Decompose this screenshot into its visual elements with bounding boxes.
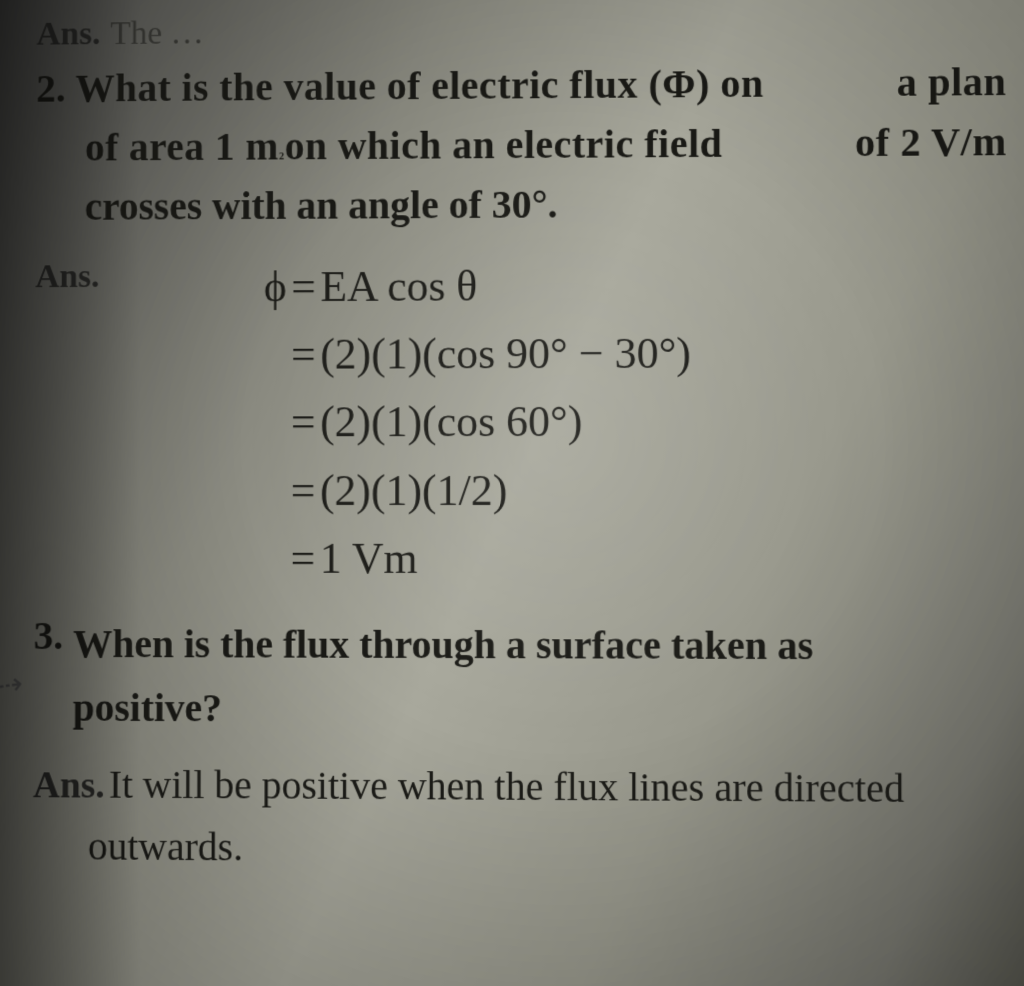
ans3-line-2: outwards. (32, 815, 1009, 883)
q3-body: When is the flux through a surface taken… (73, 612, 1009, 743)
eq-sign: = (286, 457, 320, 525)
q3-line-1: When is the flux through a surface taken… (73, 612, 1009, 679)
eq-sign: = (286, 525, 320, 593)
ans3-line-1: It will be positive when the flux lines … (109, 762, 905, 811)
eq-lhs: ϕ (227, 253, 287, 321)
eq-row-4: =(2)(1)(1/2) (227, 456, 1008, 525)
q2-text-1a: What is the value of electric flux (Φ) o… (75, 54, 764, 118)
q2-text-2b: on which an electric field (285, 114, 723, 176)
question-3: ⇢ 3. When is the flux through a surface … (33, 612, 1009, 744)
eq-sign: = (286, 389, 320, 457)
answer-2: Ans. ϕ=EA cos θ =(2)(1)(cos 90° − 30°) =… (34, 250, 1008, 593)
question-2: 2. What is the value of electric flux (Φ… (36, 52, 1007, 237)
q2-text-2a: of area 1 m (85, 117, 279, 177)
q2-number: 2. (36, 65, 66, 111)
eq-row-5: =1 Vm (226, 525, 1008, 594)
eq-rhs: EA cos θ (320, 253, 477, 321)
q3-number: 3. (34, 612, 64, 659)
ans3-label: Ans. (33, 764, 105, 806)
eq-rhs: (2)(1)(cos 60°) (320, 388, 582, 456)
eq-rhs: (2)(1)(cos 90° − 30°) (320, 320, 691, 389)
eq-sign: = (287, 253, 321, 321)
ans2-equations: ϕ=EA cos θ =(2)(1)(cos 90° − 30°) =(2)(1… (98, 250, 1008, 593)
eq-sign: = (287, 321, 321, 389)
eq-rhs: (2)(1)(1/2) (320, 457, 507, 525)
q2-line-2: of area 1 m2 on which an electric field … (85, 112, 1007, 177)
eq-row-2: =(2)(1)(cos 90° − 30°) (227, 319, 1007, 389)
prev-answer-cut: Ans. The … (36, 8, 1006, 54)
textbook-page: Ans. The … 2. What is the value of elect… (2, 0, 1024, 986)
margin-arrow-icon: ⇢ (0, 666, 25, 704)
q3-line-2: positive? (73, 676, 1009, 744)
prev-ans-label: Ans. (36, 16, 100, 53)
q2-text-1b: a plan (876, 52, 1006, 113)
answer-3: Ans. It will be positive when the flux l… (32, 753, 1009, 883)
q2-text-2c: of 2 V/m (835, 112, 1007, 173)
q2-line-3: crosses with an angle of 30°. (85, 172, 1007, 236)
ans2-label: Ans. (35, 258, 99, 296)
prev-ans-fragment: The … (110, 15, 204, 52)
eq-rhs: 1 Vm (320, 525, 418, 593)
q2-line-1: 2. What is the value of electric flux (Φ… (36, 52, 1006, 118)
eq-row-3: =(2)(1)(cos 60°) (227, 388, 1008, 457)
q2-body: of area 1 m2 on which an electric field … (36, 112, 1007, 237)
eq-row-1: ϕ=EA cos θ (227, 250, 1007, 321)
